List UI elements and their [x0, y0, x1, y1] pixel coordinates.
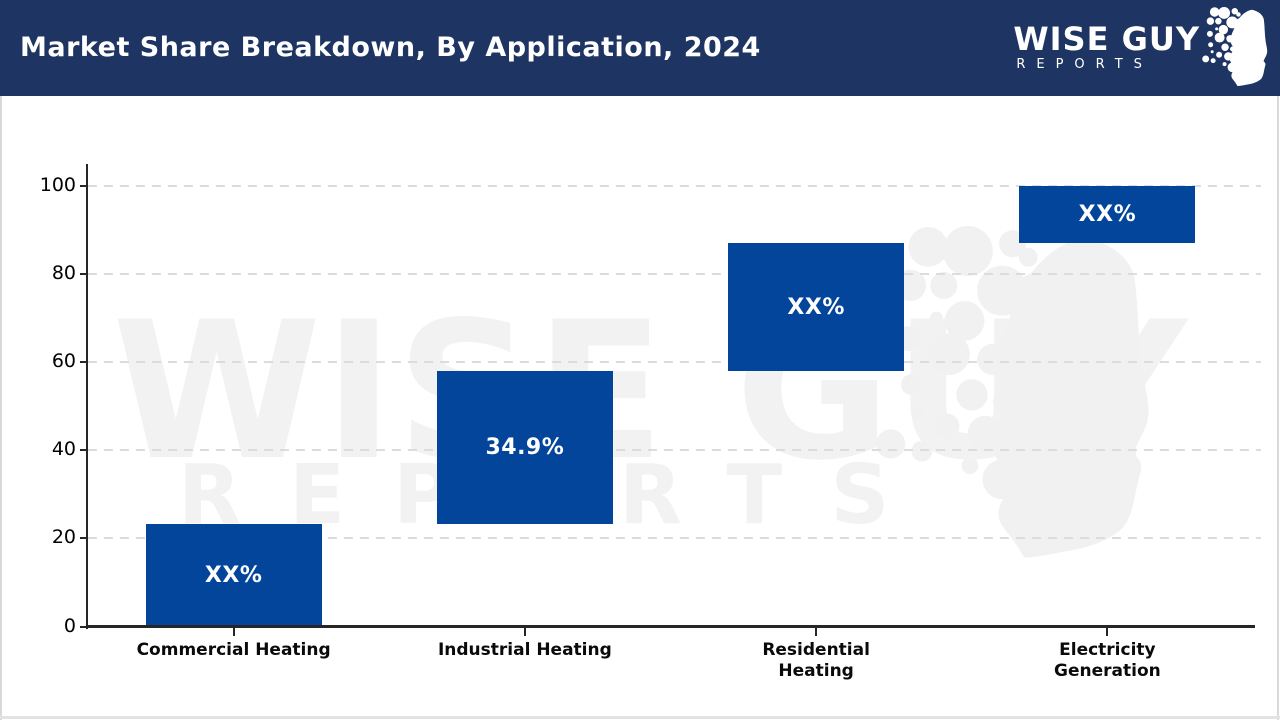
category-label: Electricity Generation	[967, 640, 1247, 682]
x-tick-1	[232, 627, 235, 636]
bar-value-label: XX%	[787, 294, 845, 320]
brand-logo: WISE GUY REPORTS	[1013, 6, 1272, 90]
page-border-left	[0, 96, 2, 720]
category-label: Commercial Heating	[94, 640, 374, 661]
chart-title: Market Share Breakdown, By Application, …	[20, 32, 761, 63]
bar-value-label: 34.9%	[485, 435, 565, 460]
gridline-20	[88, 537, 1261, 540]
brand-logo-text: WISE GUY REPORTS	[1013, 22, 1200, 74]
y-tick-0	[80, 625, 88, 628]
category-label-line: Industrial Heating	[437, 639, 612, 660]
gridline-60	[88, 361, 1261, 364]
y-tick-80	[80, 273, 88, 276]
category-label-line: Heating	[778, 660, 854, 681]
category-label: Residential Heating	[676, 640, 956, 682]
y-tick-label-80: 80	[51, 262, 76, 285]
category-label: Industrial Heating	[385, 640, 665, 661]
gridline-80	[88, 273, 1261, 276]
bar-value-label: XX%	[204, 562, 263, 588]
page-border-bottom	[0, 716, 1280, 719]
category-label-line: Commercial Heating	[136, 639, 331, 660]
plot-area: 0 20 40 60 80 100 XX% Commercial Heating 34.9% In…	[0, 96, 1280, 720]
page-border-right	[1277, 96, 1279, 720]
category-label-line: Electricity	[1059, 639, 1156, 660]
y-axis-spine	[86, 164, 88, 629]
y-tick-label-0: 0	[63, 614, 76, 637]
y-tick-20	[80, 537, 88, 540]
bar-2: 34.9%	[436, 370, 613, 525]
watermark-face-icon	[876, 226, 1149, 558]
y-tick-label-20: 20	[51, 526, 76, 549]
y-tick-100	[80, 185, 88, 188]
bar-3: XX%	[728, 243, 905, 371]
x-axis-spine	[86, 625, 1255, 628]
y-tick-60	[80, 361, 88, 364]
bar-1: XX%	[145, 524, 322, 627]
category-label-line: Residential	[762, 639, 870, 660]
gridline-40	[88, 449, 1261, 452]
bar-value-label: XX%	[1078, 202, 1137, 228]
x-tick-4	[1106, 627, 1109, 636]
bar-4: XX%	[1019, 186, 1196, 244]
x-tick-2	[523, 627, 526, 636]
header-bar: Market Share Breakdown, By Application, …	[0, 0, 1280, 96]
brand-face-icon	[1202, 7, 1268, 87]
chart-body: WISE GUY REPORTS 020406080100XX%Commerci…	[0, 96, 1280, 720]
category-label-line: Generation	[1054, 660, 1161, 681]
gridline-100	[88, 185, 1261, 188]
y-tick-40	[80, 449, 88, 452]
y-tick-label-100: 100	[39, 174, 76, 197]
brand-wordmark: WISE GUY	[1013, 20, 1200, 58]
y-tick-label-40: 40	[51, 438, 76, 461]
x-tick-3	[815, 627, 818, 636]
y-tick-label-60: 60	[51, 350, 76, 373]
brand-tagline: REPORTS	[1016, 57, 1153, 72]
